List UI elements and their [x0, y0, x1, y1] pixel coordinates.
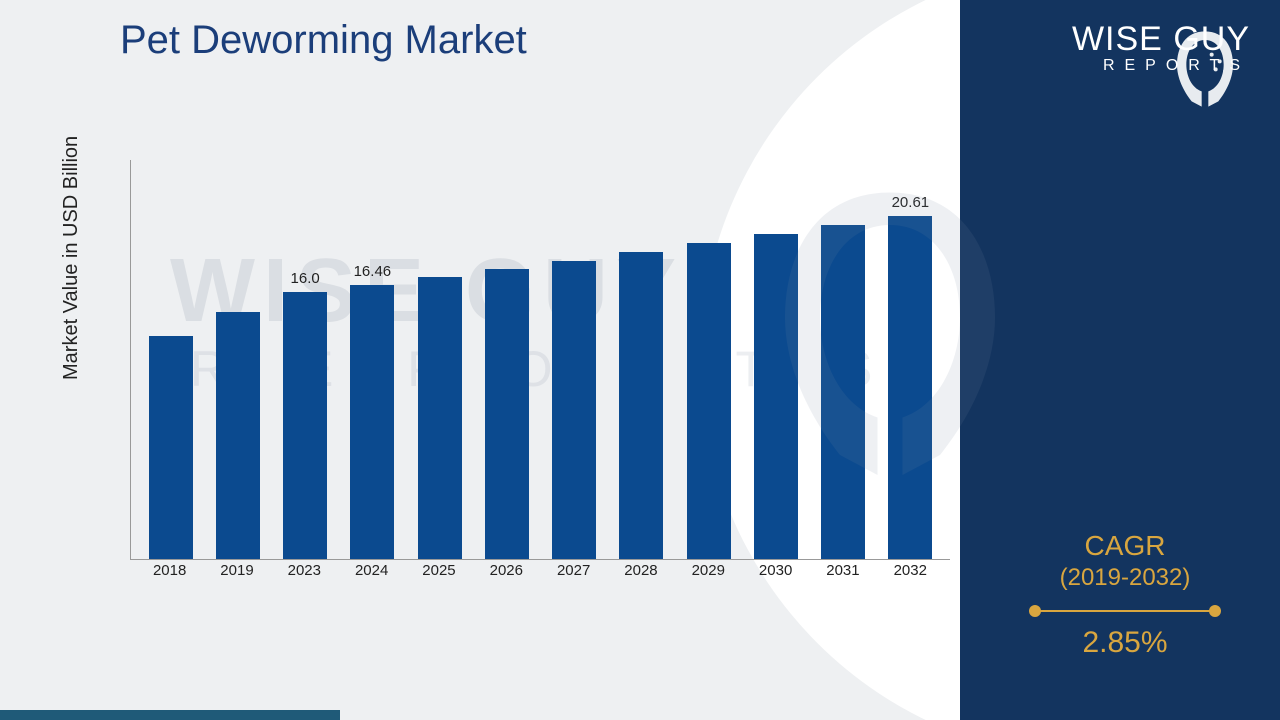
bar-value-label: 16.46: [354, 263, 392, 281]
x-ticks: 2018 2019 2023 2024 2025 2026 2027 2028 2029 2030…: [130, 562, 950, 579]
chart-title: Pet Deworming Market: [120, 18, 527, 63]
cagr-range: (2019-2032): [1010, 564, 1240, 592]
bar-value-label: 16.0: [291, 270, 320, 288]
x-tick-label: 2018: [140, 562, 200, 579]
brand-logo: WISE GUY REPORTS: [1072, 20, 1250, 75]
bar-wrap: [410, 255, 470, 559]
cagr-block: CAGR (2019-2032) 2.85%: [1010, 530, 1240, 660]
x-tick-label: 2029: [678, 562, 738, 579]
bar-wrap: 16.0: [275, 270, 335, 559]
x-tick-label: 2030: [746, 562, 806, 579]
x-tick-label: 2032: [880, 562, 940, 579]
bar: [619, 252, 663, 559]
bar-wrap: [477, 247, 537, 559]
logo-head-icon: [1170, 28, 1240, 108]
x-tick-label: 2019: [207, 562, 267, 579]
bar-wrap: 16.46: [342, 263, 402, 559]
bar: [418, 277, 462, 559]
bar: [149, 336, 193, 559]
bottom-accent-bar: [0, 710, 340, 720]
x-tick-label: 2025: [409, 562, 469, 579]
cagr-value: 2.85%: [1010, 626, 1240, 660]
x-tick-label: 2028: [611, 562, 671, 579]
bar: [687, 243, 731, 559]
bar-wrap: [141, 314, 201, 559]
bar-wrap: [679, 221, 739, 559]
bar: [216, 312, 260, 559]
bar: [350, 285, 394, 559]
bar: [485, 269, 529, 559]
cagr-divider: [1035, 610, 1215, 612]
bar-wrap: [544, 239, 604, 560]
x-tick-label: 2023: [274, 562, 334, 579]
bar-wrap: [208, 290, 268, 559]
watermark-head-icon: [760, 180, 1020, 480]
logo-word1: WISE: [1072, 20, 1163, 58]
page-root: Pet Deworming Market WISE GUY R E P O R …: [0, 0, 1280, 720]
x-tick-label: 2026: [476, 562, 536, 579]
x-tick-label: 2031: [813, 562, 873, 579]
y-axis-label: Market Value in USD Billion: [60, 136, 83, 380]
bar: [283, 292, 327, 559]
x-tick-label: 2024: [342, 562, 402, 579]
x-tick-label: 2027: [544, 562, 604, 579]
cagr-title: CAGR: [1010, 530, 1240, 562]
bar-wrap: [611, 230, 671, 559]
bar: [552, 261, 596, 560]
